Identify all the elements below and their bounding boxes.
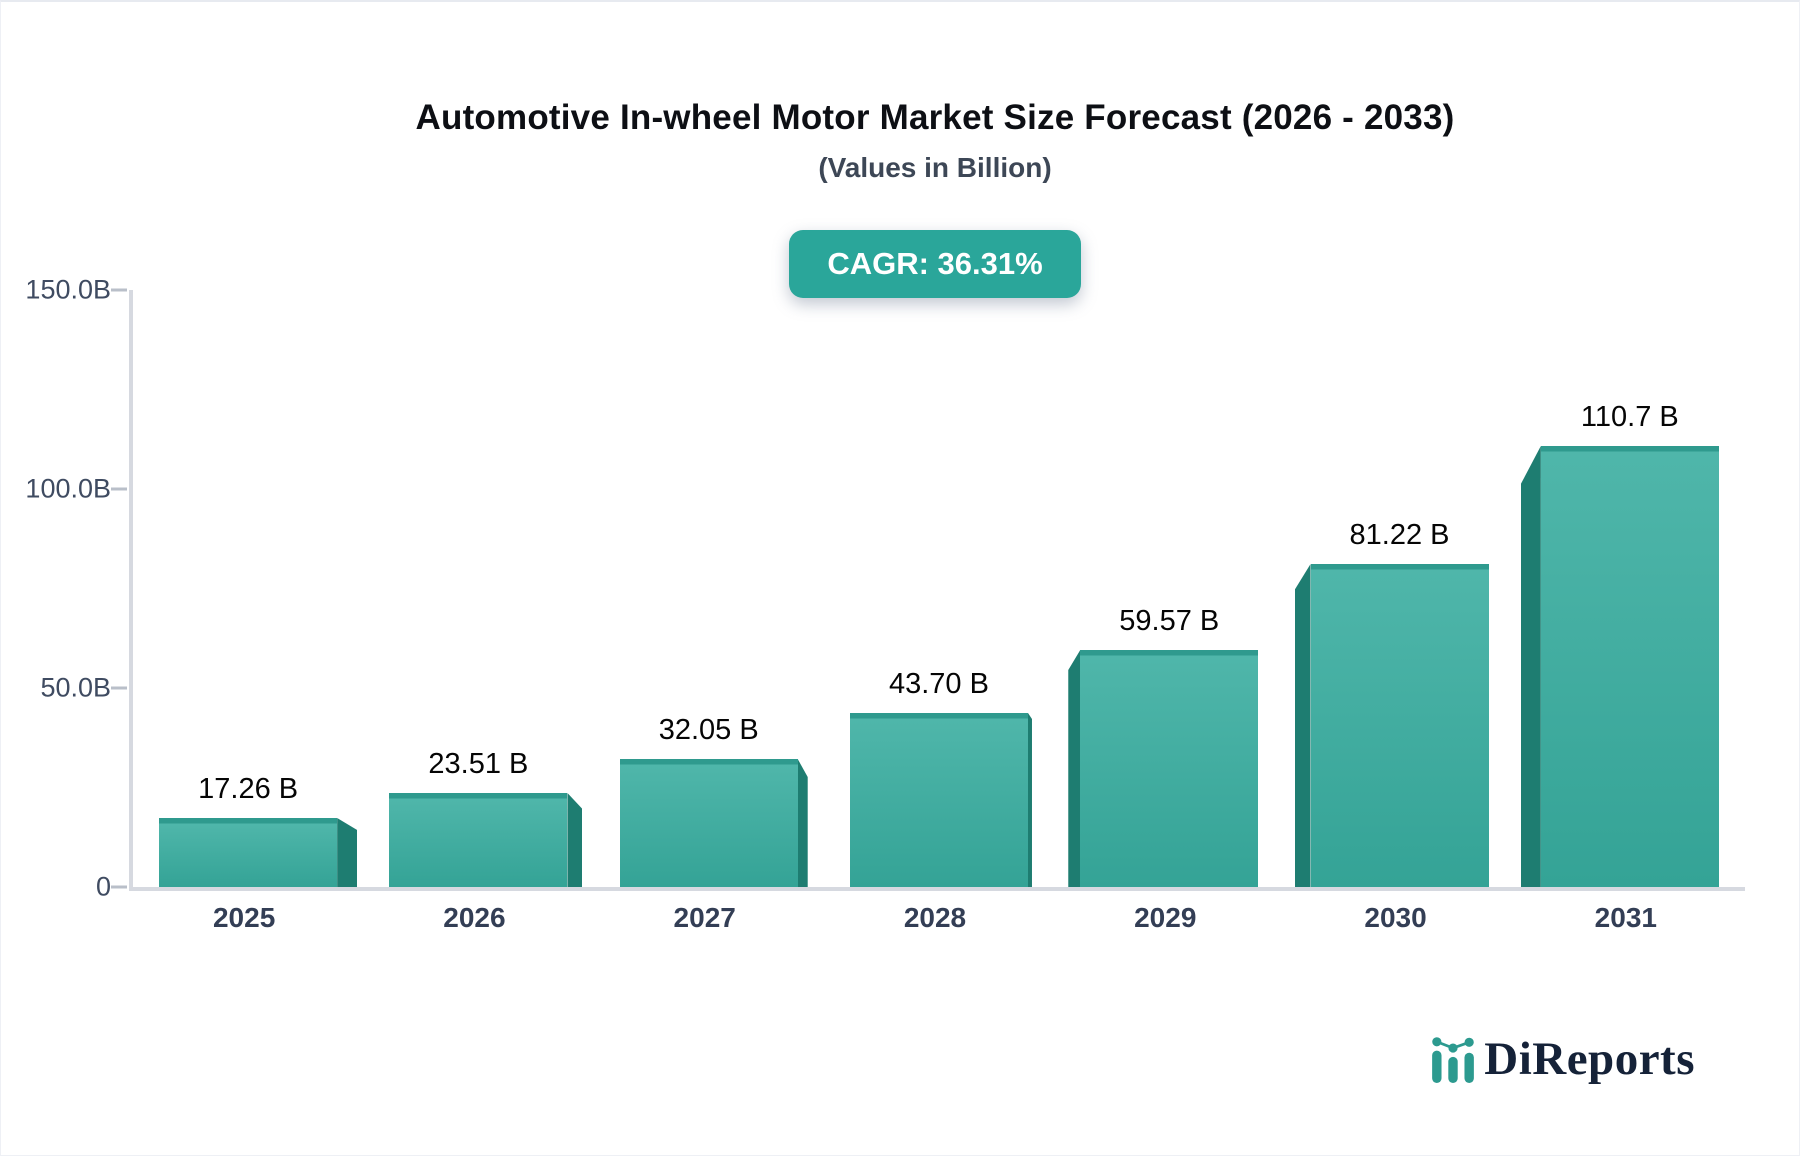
direports-logo-icon [1432, 1037, 1475, 1083]
bar-column-2031: 110.7 B [1515, 290, 1745, 887]
bar-column-2029: 59.57 B [1054, 290, 1284, 887]
chart-title: Automotive In-wheel Motor Market Size Fo… [415, 98, 1455, 137]
bar-2027: 32.05 B [619, 714, 808, 887]
brand-name: DiReports [1484, 1033, 1695, 1085]
bar-2028: 43.70 B [849, 668, 1032, 887]
bar-2029: 59.57 B [1068, 605, 1259, 887]
bar-2025: 17.26 B [159, 773, 358, 887]
x-axis-labels: 2025 2026 2027 2028 2029 2030 2031 [129, 902, 1741, 934]
x-axis-label-2026: 2026 [443, 902, 506, 933]
bar-3d-side [337, 818, 358, 887]
bar-column-2030: 81.22 B [1284, 290, 1514, 887]
bar-value-label: 59.57 B [1119, 605, 1220, 637]
bar-face [159, 818, 338, 887]
bar-face [619, 759, 798, 887]
bar-3d-side [567, 793, 583, 887]
chart-header: Automotive In-wheel Motor Market Size Fo… [129, 2, 1741, 298]
x-axis-label-2030: 2030 [1364, 902, 1427, 933]
y-tick-mark [111, 885, 127, 889]
plot-area: 17.26 B 23.51 B 32.05 B 43.70 B 59.57 B 81.22… [129, 290, 1745, 891]
bars-row: 17.26 B 23.51 B 32.05 B 43.70 B 59.57 B 81.22… [133, 290, 1745, 887]
x-axis-label-2027: 2027 [673, 902, 736, 933]
bar-value-label: 23.51 B [428, 748, 529, 780]
bar-value-label: 110.7 B [1580, 401, 1679, 433]
chart-subtitle: (Values in Billion) [818, 152, 1052, 183]
bar-2031: 110.7 B [1520, 401, 1719, 887]
y-tick-mark [111, 686, 127, 690]
bar-3d-side [1068, 650, 1081, 887]
y-tick-label-50: 50.0B [40, 672, 111, 703]
x-axis-label-2029: 2029 [1134, 902, 1197, 933]
x-axis-label-2028: 2028 [903, 902, 967, 933]
bar-column-2025: 17.26 B [133, 290, 363, 887]
x-axis-label-2025: 2025 [212, 902, 276, 933]
bar-face [849, 713, 1028, 887]
y-tick-label-150: 150.0B [25, 274, 111, 305]
brand-logo: DiReports [1430, 1032, 1695, 1086]
x-axis-label-2031: 2031 [1594, 902, 1657, 933]
bar-face [1080, 650, 1259, 887]
cagr-badge-wrap: CAGR: 36.31% [129, 230, 1741, 298]
bar-3d-side [1294, 564, 1311, 887]
bar-2026: 23.51 B [389, 748, 583, 887]
bar-column-2026: 23.51 B [363, 290, 593, 887]
bar-3d-side [1520, 446, 1541, 887]
bar-3d-side [1027, 713, 1032, 887]
y-tick-mark [111, 487, 127, 491]
y-tick-mark [111, 288, 127, 292]
bar-column-2028: 43.70 B [824, 290, 1054, 887]
bar-value-label: 17.26 B [198, 773, 299, 805]
bar-value-label: 43.70 B [888, 668, 989, 700]
y-tick-label-0: 0 [95, 871, 111, 902]
y-tick-label-100: 100.0B [25, 473, 111, 504]
bar-face [389, 793, 568, 887]
bar-3d-side [797, 759, 808, 887]
cagr-badge: CAGR: 36.31% [789, 230, 1081, 298]
bar-face [1540, 446, 1719, 887]
bar-face [1310, 564, 1489, 887]
bar-value-label: 81.22 B [1349, 519, 1450, 551]
bar-value-label: 32.05 B [658, 714, 759, 746]
bar-2030: 81.22 B [1294, 519, 1489, 887]
bar-column-2027: 32.05 B [594, 290, 824, 887]
